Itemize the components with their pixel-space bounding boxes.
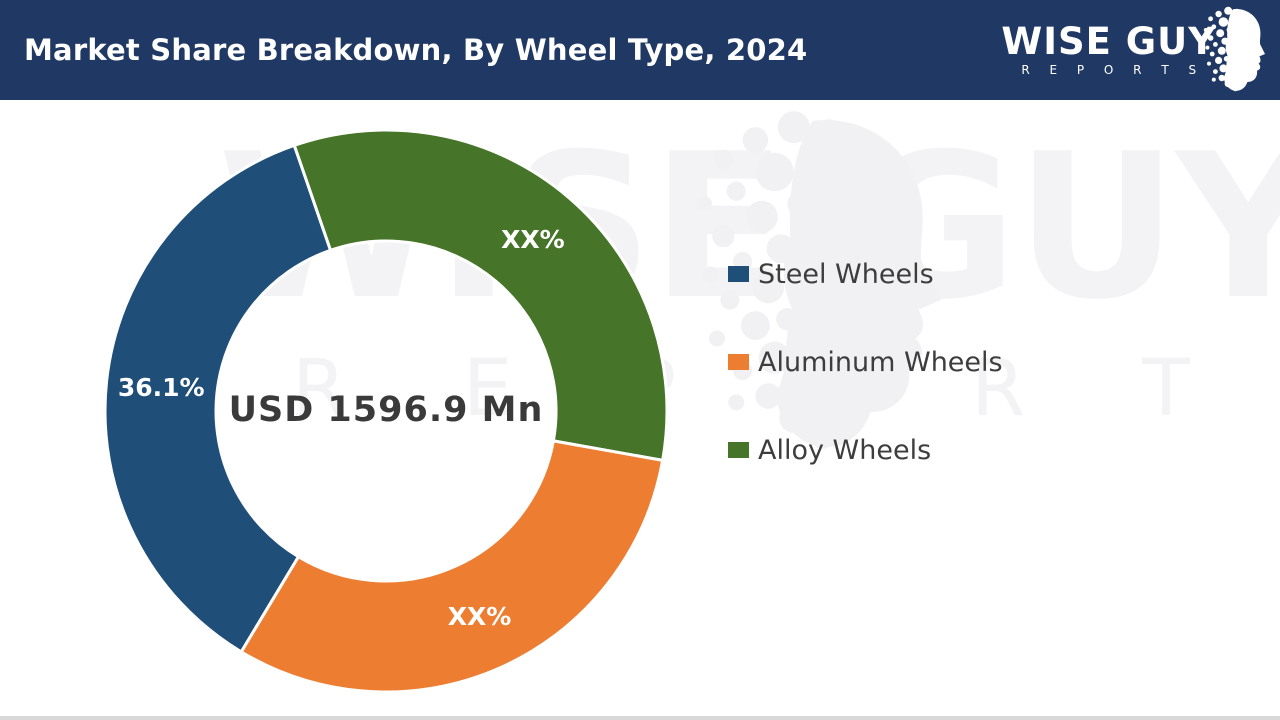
wiseguy-logo: WISE GUY R E P O R T S xyxy=(1001,4,1266,96)
legend-swatch-steel-wheels xyxy=(728,266,749,282)
page-title: Market Share Breakdown, By Wheel Type, 2… xyxy=(24,33,808,67)
legend-swatch-aluminum-wheels xyxy=(728,354,749,370)
legend-label-steel-wheels: Steel Wheels xyxy=(758,258,934,290)
slice-label-aluminum-wheels: XX% xyxy=(448,602,512,631)
legend-item-alloy-wheels: Alloy Wheels xyxy=(728,428,1003,472)
logo-face-icon xyxy=(1203,6,1265,92)
footer-divider-bar xyxy=(0,716,1280,720)
donut-slice-steel-wheels xyxy=(103,143,333,654)
chart-legend: Steel Wheels Aluminum Wheels Alloy Wheel… xyxy=(728,252,1003,516)
slice-label-steel-wheels: 36.1% xyxy=(118,373,205,402)
legend-item-aluminum-wheels: Aluminum Wheels xyxy=(728,340,1003,384)
legend-label-alloy-wheels: Alloy Wheels xyxy=(758,434,932,466)
donut-slice-alloy-wheels xyxy=(292,128,669,462)
logo-text: WISE GUY R E P O R T S xyxy=(1001,19,1216,78)
header-bar: Market Share Breakdown, By Wheel Type, 2… xyxy=(0,0,1280,100)
legend-swatch-alloy-wheels xyxy=(728,442,749,458)
donut-slice-aluminum-wheels xyxy=(239,439,665,694)
legend-item-steel-wheels: Steel Wheels xyxy=(728,252,1003,296)
logo-reports-text: R E P O R T S xyxy=(1021,63,1205,78)
logo-wiseguy-text: WISE GUY xyxy=(1001,19,1216,63)
legend-label-aluminum-wheels: Aluminum Wheels xyxy=(758,346,1003,378)
chart-center-value: USD 1596.9 Mn xyxy=(229,390,544,430)
slice-label-alloy-wheels: XX% xyxy=(501,225,565,254)
